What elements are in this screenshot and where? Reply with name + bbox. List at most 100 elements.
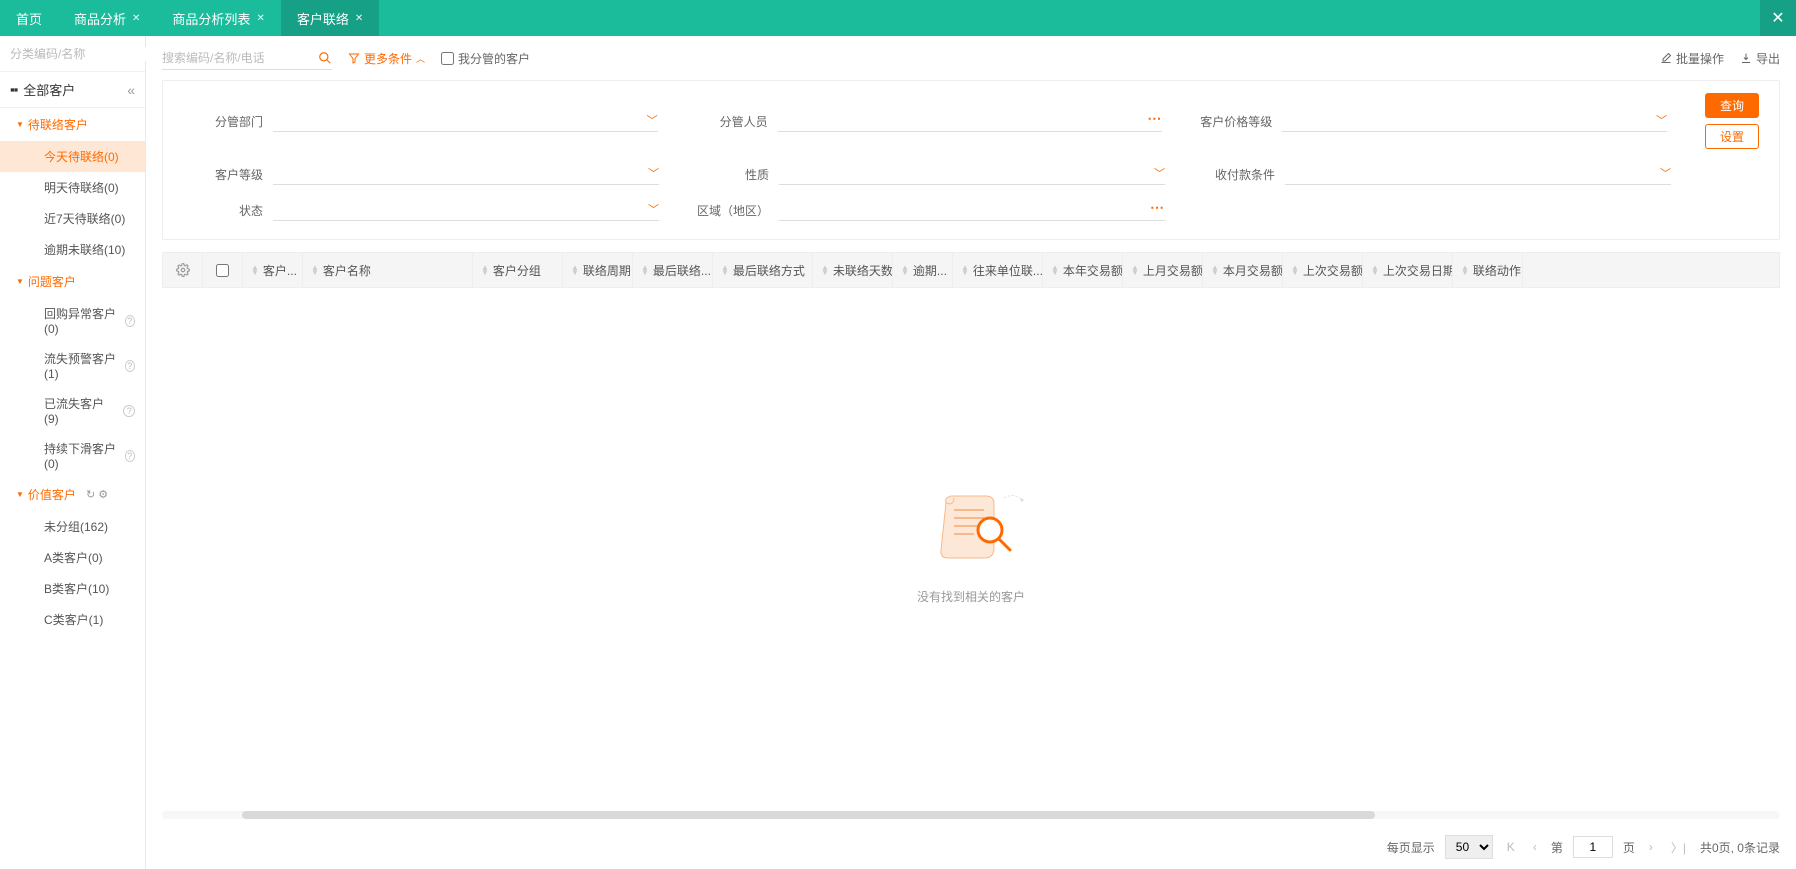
more-conditions-toggle[interactable]: 更多条件 ︿ [348, 50, 425, 67]
help-icon[interactable]: ? [125, 450, 135, 462]
table-column-header[interactable]: ▲▼本年交易额 [1043, 253, 1123, 287]
sidebar-item-label: C类客户(1) [44, 611, 103, 628]
per-page-select[interactable]: 50 [1445, 835, 1493, 859]
sidebar-item[interactable]: 流失预警客户(1)? [0, 343, 145, 388]
close-all-tabs-button[interactable]: ✕ [1760, 0, 1796, 36]
filter-label: 分管部门 [183, 113, 273, 130]
sidebar-group-header[interactable]: ▼ 待联络客户 [0, 108, 145, 141]
tab-label: 商品分析列表 [172, 9, 250, 28]
table-column-header[interactable]: ▲▼客户分组 [473, 253, 563, 287]
sidebar-item[interactable]: 持续下滑客户(0)? [0, 433, 145, 478]
my-customers-input[interactable] [441, 52, 454, 65]
table-column-header[interactable]: ▲▼联络动作 [1453, 253, 1523, 287]
sidebar-group-label: 价值客户 [28, 486, 76, 503]
sidebar-item[interactable]: A类客户(0) [0, 542, 145, 573]
table-column-header[interactable]: ▲▼逾期... [893, 253, 953, 287]
help-icon[interactable]: ? [123, 405, 135, 417]
sidebar-item[interactable]: 已流失客户(9)? [0, 388, 145, 433]
table-column-header[interactable]: ▲▼最后联络... [633, 253, 713, 287]
sidebar-item-label: 持续下滑客户(0) [44, 440, 117, 471]
refresh-icon[interactable]: ↻ [86, 489, 95, 501]
table-column-header[interactable]: ▲▼往来单位联... [953, 253, 1043, 287]
prev-page-button[interactable]: ‹ [1529, 840, 1541, 854]
filter-input[interactable]: ﹀ [273, 199, 659, 221]
export-button[interactable]: 导出 [1740, 50, 1780, 67]
toolbar: 更多条件 ︿ 我分管的客户 批量操作 导出 [146, 36, 1796, 80]
main-panel: 更多条件 ︿ 我分管的客户 批量操作 导出 分管部门﹀分 [146, 36, 1796, 869]
sidebar-item[interactable]: C类客户(1) [0, 604, 145, 635]
table-column-header[interactable]: ▲▼上次交易额 [1283, 253, 1363, 287]
sidebar-group-header[interactable]: ▼价值客户↻ ⚙ [0, 478, 145, 511]
filter-settings-button[interactable]: 设置 [1705, 124, 1759, 149]
more-conditions-label: 更多条件 [364, 50, 412, 67]
my-customers-checkbox[interactable]: 我分管的客户 [441, 50, 530, 67]
close-icon[interactable]: ✕ [256, 13, 264, 24]
batch-action-label: 批量操作 [1676, 50, 1724, 67]
sidebar-search-input[interactable] [10, 47, 165, 61]
filter-row: 客户等级﹀性质﹀收付款条件﹀ [183, 163, 1759, 185]
tab-3[interactable]: 客户联络✕ [281, 0, 379, 36]
table-column-header[interactable]: ▲▼未联络天数 [813, 253, 893, 287]
help-icon[interactable]: ? [125, 360, 135, 372]
my-customers-label: 我分管的客户 [458, 50, 530, 67]
sidebar-item-label: 今天待联络(0) [44, 148, 119, 165]
table-column-header[interactable]: ▲▼上月交易额 [1123, 253, 1203, 287]
sort-icon: ▲▼ [481, 265, 489, 275]
close-icon[interactable]: ✕ [355, 13, 363, 24]
table-column-header[interactable]: ▲▼客户... [243, 253, 303, 287]
table-column-header[interactable]: ▲▼上次交易日期 [1363, 253, 1453, 287]
sidebar-item[interactable]: 未分组(162) [0, 511, 145, 542]
group-tools[interactable]: ↻ ⚙ [86, 488, 108, 501]
filter-input[interactable]: ⋯ [779, 199, 1165, 221]
table-column-header[interactable]: ▲▼客户名称 [303, 253, 473, 287]
sidebar-root[interactable]: ▪▪ 全部客户 « [0, 72, 145, 108]
tab-1[interactable]: 商品分析✕ [58, 0, 156, 36]
horizontal-scrollbar[interactable] [162, 811, 1780, 819]
filter-input[interactable]: ﹀ [1285, 163, 1671, 185]
filter-input[interactable]: ﹀ [779, 163, 1165, 185]
next-page-button[interactable]: › [1645, 840, 1657, 854]
sidebar-item[interactable]: 明天待联络(0) [0, 172, 145, 203]
table-settings-button[interactable] [163, 253, 203, 287]
sort-icon: ▲▼ [1131, 265, 1139, 275]
filter-cell: 状态﹀ [183, 199, 689, 221]
page-input[interactable] [1573, 836, 1613, 858]
table-column-header[interactable]: ▲▼联络周期 [563, 253, 633, 287]
sidebar-search [0, 36, 145, 72]
filter-input[interactable]: ﹀ [273, 110, 658, 132]
column-label: 联络动作 [1473, 262, 1521, 279]
last-page-button[interactable]: 〉| [1667, 839, 1690, 856]
help-icon[interactable]: ? [125, 315, 135, 327]
scrollbar-thumb[interactable] [242, 811, 1375, 819]
filter-input[interactable]: ⋯ [778, 110, 1163, 132]
caret-down-icon: ▼ [16, 120, 24, 129]
sidebar-item[interactable]: 回购异常客户(0)? [0, 298, 145, 343]
filter-input[interactable]: ﹀ [273, 163, 659, 185]
sidebar-group-label: 待联络客户 [28, 116, 88, 133]
sidebar-item[interactable]: 今天待联络(0) [0, 141, 145, 172]
sort-icon: ▲▼ [571, 265, 579, 275]
close-icon[interactable]: ✕ [132, 13, 140, 24]
query-button[interactable]: 查询 [1705, 93, 1759, 118]
tab-0[interactable]: 首页 [0, 0, 58, 36]
column-label: 本年交易额 [1063, 262, 1123, 279]
sort-icon: ▲▼ [1371, 265, 1379, 275]
settings-icon[interactable]: ⚙ [98, 489, 108, 501]
sidebar-item[interactable]: 近7天待联络(0) [0, 203, 145, 234]
tab-2[interactable]: 商品分析列表 ✕ [156, 0, 280, 36]
sidebar-item[interactable]: B类客户(10) [0, 573, 145, 604]
collapse-sidebar-icon[interactable]: « [127, 82, 135, 98]
filter-input[interactable]: ﹀ [1282, 110, 1667, 132]
sort-icon: ▲▼ [1211, 265, 1219, 275]
sidebar-item[interactable]: 逾期未联络(10) [0, 234, 145, 265]
first-page-button[interactable]: K [1503, 840, 1519, 854]
chevron-down-icon: ﹀ [648, 165, 659, 181]
table-column-header[interactable]: ▲▼本月交易额 [1203, 253, 1283, 287]
search-icon[interactable] [318, 51, 332, 65]
sort-icon: ▲▼ [1291, 265, 1299, 275]
select-all-checkbox[interactable] [216, 264, 229, 277]
main-search-input[interactable] [162, 47, 318, 69]
table-column-header[interactable]: ▲▼最后联络方式 [713, 253, 813, 287]
batch-action-button[interactable]: 批量操作 [1660, 50, 1724, 67]
sidebar-group-header[interactable]: ▼问题客户 [0, 265, 145, 298]
